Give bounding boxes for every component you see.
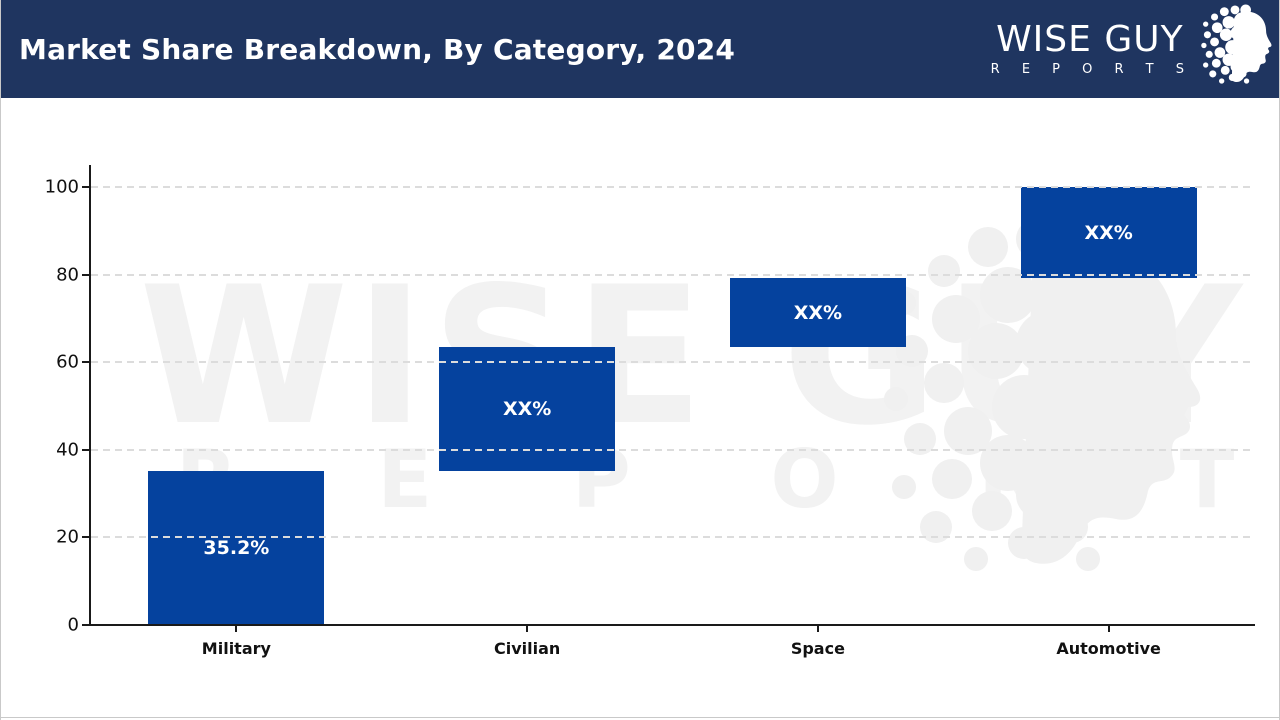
gridline-80 <box>91 273 1254 276</box>
bar-value-label-automotive: XX% <box>1084 221 1133 244</box>
x-tick-mark-space <box>816 626 819 632</box>
logo-wordmark: WISE GUY R E P O R T S <box>987 18 1193 77</box>
x-tick-label-military: Military <box>201 639 271 658</box>
logo-wordmark-line2: R E P O R T S <box>990 61 1193 77</box>
x-tick-label-automotive: Automotive <box>1056 639 1161 658</box>
y-tick-label-40: 40 <box>56 439 79 461</box>
y-tick-label-60: 60 <box>56 351 79 373</box>
y-tick-mark-80 <box>82 273 90 276</box>
bar-military <box>148 470 325 625</box>
y-tick-mark-60 <box>82 361 90 364</box>
bar-automotive <box>1020 187 1197 279</box>
x-tick-label-civilian: Civilian <box>493 639 561 658</box>
logo-wordmark-line1: WISE GUY <box>996 18 1184 60</box>
bar-value-label-military: 35.2% <box>203 536 270 559</box>
x-axis-line <box>88 624 1255 626</box>
y-tick-label-0: 0 <box>67 614 79 636</box>
y-axis-line <box>89 165 91 626</box>
bar-value-label-space: XX% <box>793 301 843 324</box>
x-tick-mark-civilian <box>526 626 529 632</box>
gridline-60 <box>91 361 1254 364</box>
gridline-100 <box>91 186 1254 188</box>
bar-space <box>729 278 906 348</box>
header-bar: Market Share Breakdown, By Category, 202… <box>1 0 1279 98</box>
wiseguy-head-icon <box>1195 4 1275 94</box>
y-tick-label-80: 80 <box>56 264 79 286</box>
x-tick-mark-automotive <box>1107 626 1110 632</box>
bar-value-label-civilian: XX% <box>502 398 552 421</box>
page-title: Market Share Breakdown, By Category, 202… <box>19 32 736 66</box>
gridline-40 <box>91 448 1254 451</box>
y-tick-mark-100 <box>82 186 90 188</box>
y-tick-mark-20 <box>82 536 90 539</box>
x-tick-mark-military <box>235 626 238 632</box>
gridline-20 <box>91 536 1254 539</box>
y-tick-mark-0 <box>82 624 90 626</box>
x-tick-label-space: Space <box>790 639 845 658</box>
wiseguy-logo: WISE GUY R E P O R T S <box>987 4 1275 94</box>
y-tick-label-100: 100 <box>44 176 79 198</box>
y-tick-mark-40 <box>82 448 90 451</box>
y-tick-label-20: 20 <box>56 526 79 548</box>
